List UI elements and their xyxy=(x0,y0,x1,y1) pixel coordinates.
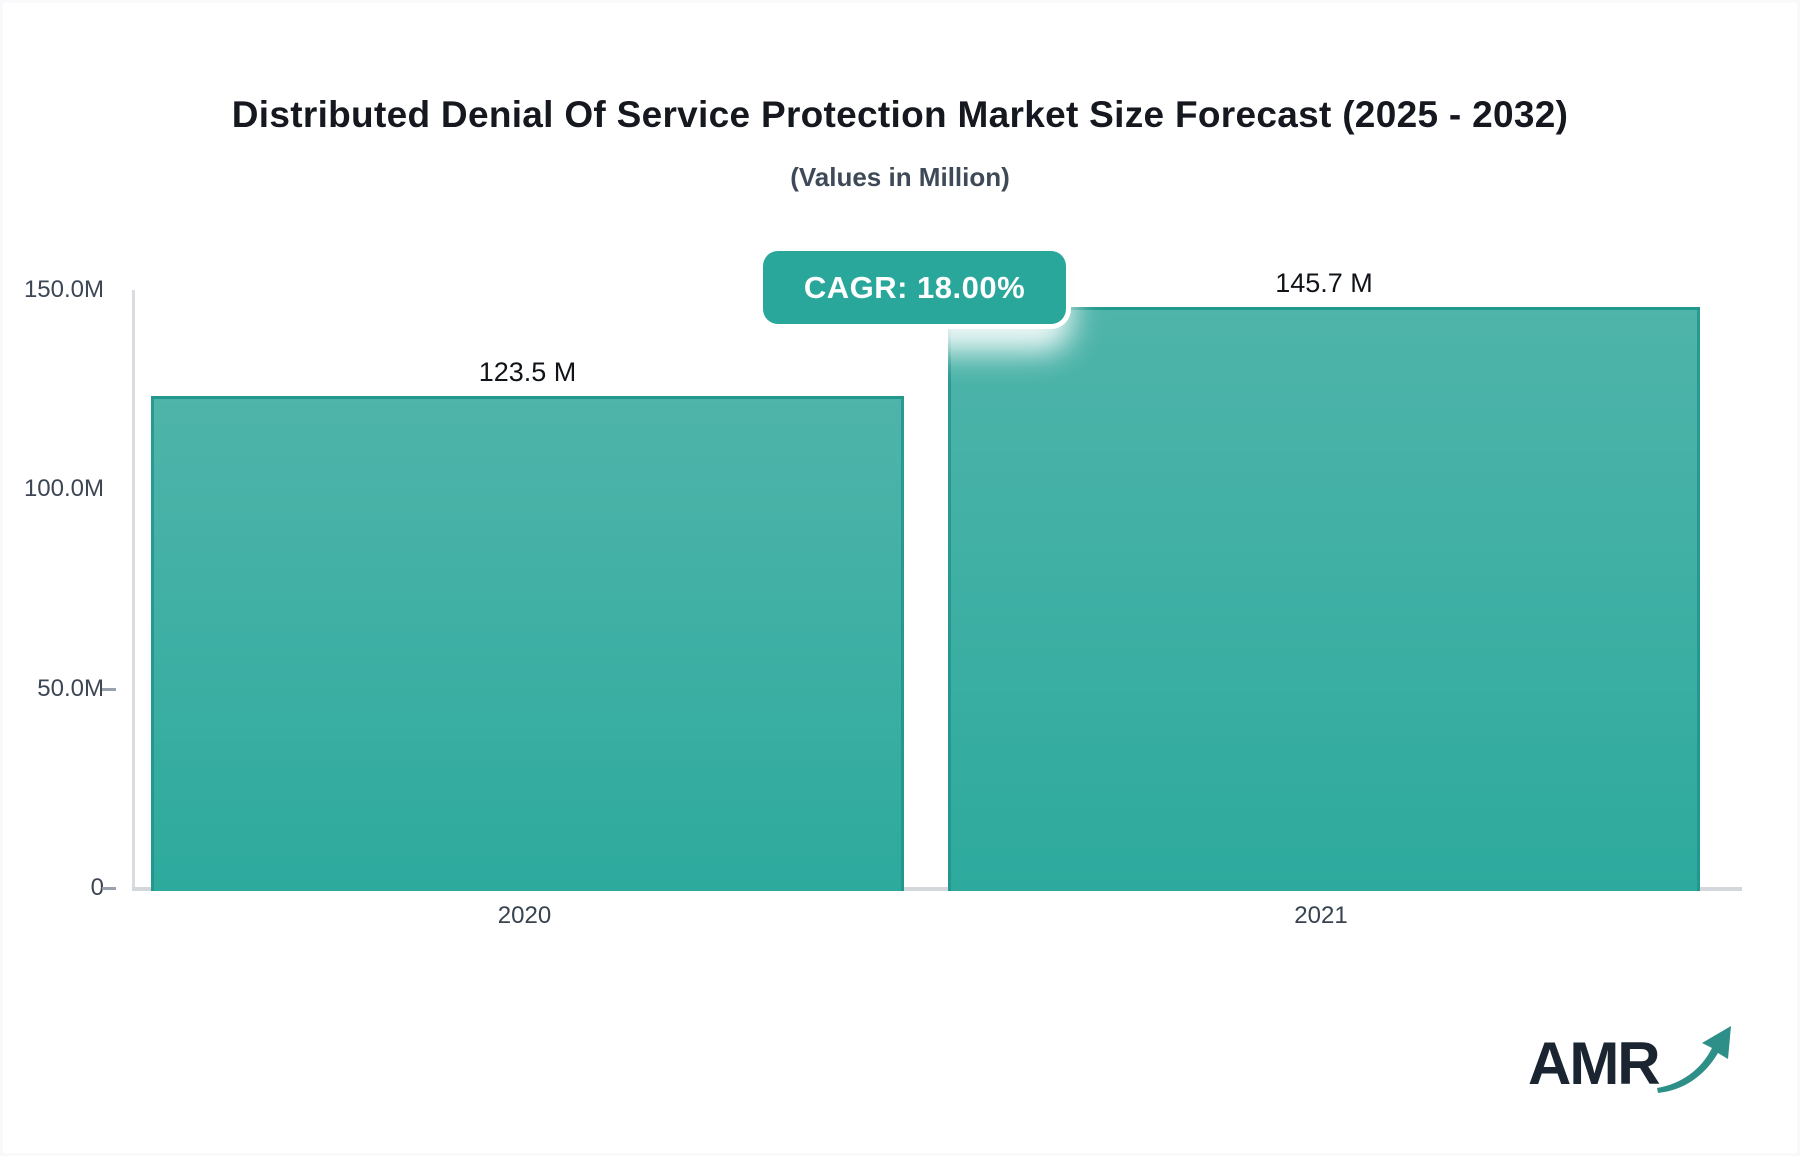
y-axis-tick-label: 100.0M xyxy=(23,475,104,503)
y-axis-tick-label: 50.0M xyxy=(37,674,104,702)
x-axis-label-2020: 2020 xyxy=(497,902,552,929)
y-axis-line xyxy=(132,290,135,889)
bar-2021[interactable]: 145.7 M xyxy=(948,268,1700,891)
x-axis-line xyxy=(132,887,1742,891)
y-axis-tick-label: 0 xyxy=(90,874,104,901)
chart-title: Distributed Denial Of Service Protection… xyxy=(231,94,1569,135)
bar-value-label: 123.5 M xyxy=(478,356,577,387)
y-axis-tick-label: 150.0M xyxy=(23,276,104,303)
y-axis-tick-mark xyxy=(102,687,116,691)
bar-2020[interactable]: 123.5 M xyxy=(151,357,904,891)
amr-logo: AMR xyxy=(1528,1026,1737,1101)
growth-arrow-icon xyxy=(1653,1022,1737,1101)
y-axis-tick-mark xyxy=(102,887,116,890)
cagr-badge: CAGR: 18.00% xyxy=(763,251,1066,324)
x-axis-label-2021: 2021 xyxy=(1294,902,1348,929)
bar-value-label: 145.7 M xyxy=(1275,268,1373,299)
amr-logo-text: AMR xyxy=(1528,1029,1661,1097)
chart-subtitle: (Values in Million) xyxy=(790,162,1010,192)
